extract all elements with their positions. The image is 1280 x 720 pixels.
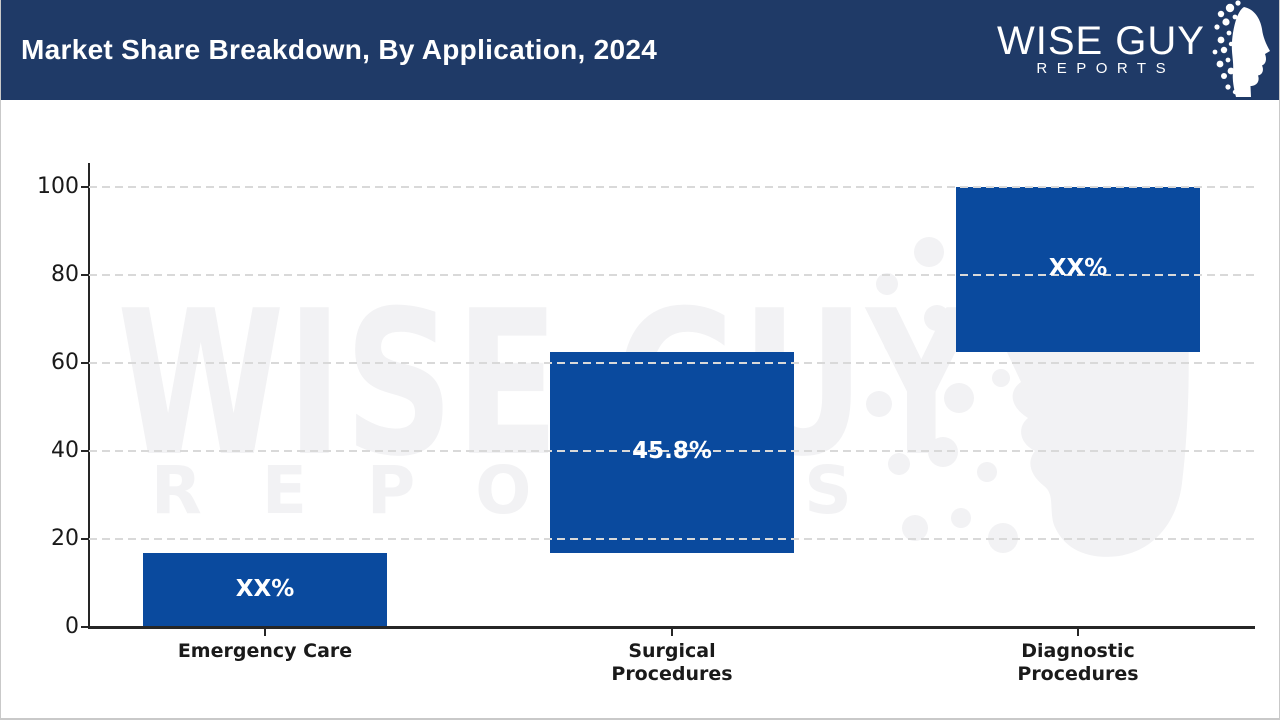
x-tick-label-line: Diagnostic [1021,640,1135,662]
chart-canvas: WISE GUY REPORTS 0 20 40 60 80 100 XX% 45.8% XX%… [1,100,1279,720]
wise-guy-logo: WISE GUY REPORTS [997,0,1277,100]
y-tick-label: 100 [37,174,79,199]
x-tick-label-line: Procedures [611,663,733,685]
bar-value-label: 45.8% [632,438,712,465]
gridline [89,450,1254,452]
bar-segment [550,351,794,554]
x-tick-label: Diagnostic Procedures [948,640,1208,686]
y-axis-line [88,163,90,629]
y-tick-mark [81,186,88,188]
x-tick-mark [264,629,266,636]
watermark-subtitle: REPORTS [151,452,912,529]
header-bar: Market Share Breakdown, By Application, … [1,0,1279,100]
x-tick-mark [671,629,673,636]
x-tick-label: Emergency Care [135,640,395,663]
bar-value-label: XX% [235,576,295,603]
y-tick-label: 60 [51,350,79,375]
x-tick-label-line: Surgical [628,640,716,662]
y-tick-label: 80 [51,262,79,287]
x-axis-line [88,626,1255,629]
y-tick-mark [81,274,88,276]
y-tick-mark [81,362,88,364]
logo-wordmark: WISE GUY [996,19,1205,63]
y-tick-mark [81,538,88,540]
x-tick-mark [1077,629,1079,636]
logo-text: WISE GUY REPORTS [996,19,1205,78]
x-tick-label: Surgical Procedures [542,640,802,686]
y-tick-mark [81,450,88,452]
logo-head-profile-icon [1212,0,1270,97]
watermark-wordmark: WISE GUY [117,268,978,501]
x-tick-label-line: Emergency Care [177,640,353,662]
y-tick-mark [81,626,88,628]
x-tick-label-line: Procedures [1017,663,1139,685]
gridline [89,538,1254,540]
y-tick-label: 0 [65,614,79,639]
bar-segment [143,553,387,627]
y-tick-label: 40 [51,438,79,463]
logo-subtitle: REPORTS [1036,60,1176,77]
bar-segment [956,187,1200,352]
gridline [89,362,1254,364]
gridline [89,186,1254,188]
page-title: Market Share Breakdown, By Application, … [21,34,658,65]
bar-value-label: XX% [1048,255,1108,282]
y-tick-label: 20 [51,526,79,551]
gridline [89,274,1254,276]
